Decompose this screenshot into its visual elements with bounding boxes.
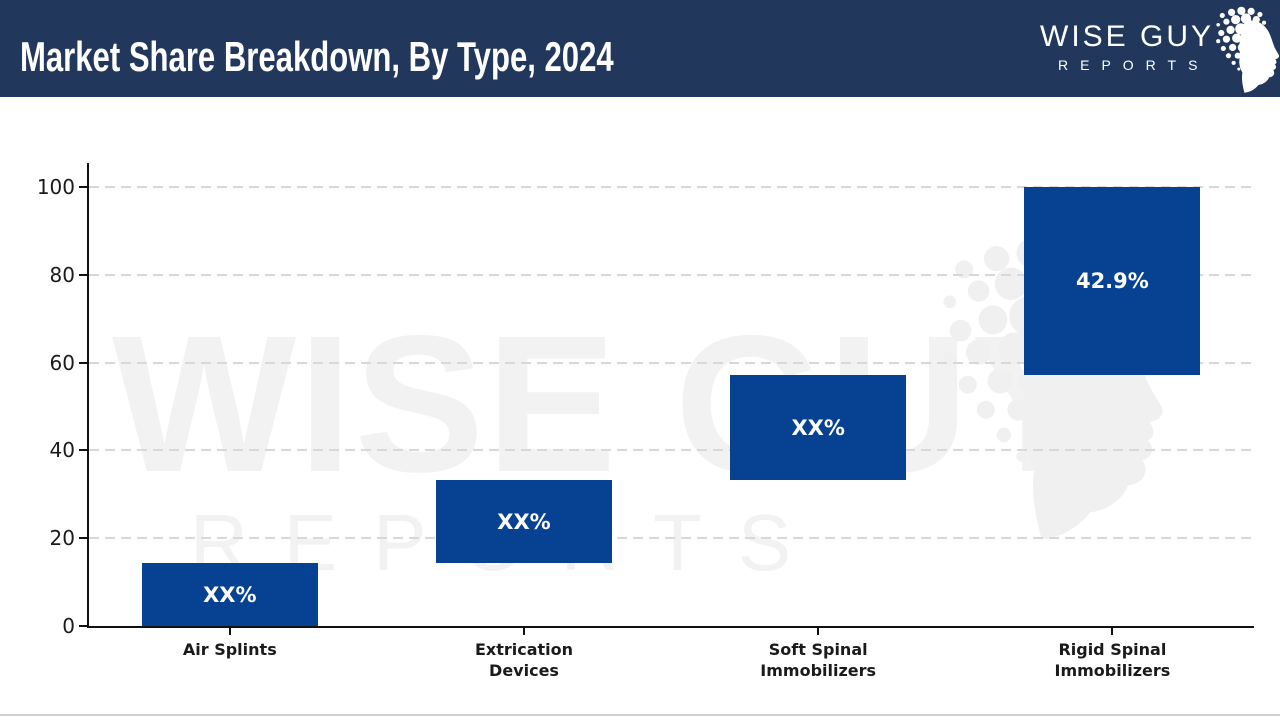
x-tick-mark bbox=[228, 628, 231, 635]
y-tick-label: 0 bbox=[62, 614, 75, 638]
y-tick-mark bbox=[79, 273, 87, 276]
x-tick-mark bbox=[523, 628, 525, 635]
y-tick-mark bbox=[79, 625, 87, 627]
bar-value-label: XX% bbox=[497, 509, 551, 534]
y-tick-label: 20 bbox=[49, 526, 75, 551]
x-category-label: Rigid Spinal Immobilizers bbox=[997, 639, 1227, 681]
grid-line-20 bbox=[89, 537, 1254, 540]
x-category-label-line: Immobilizers bbox=[760, 661, 877, 680]
bar-4: 42.9% bbox=[1024, 187, 1201, 376]
bar-2: XX% bbox=[436, 479, 612, 564]
wiseguy-logo: WISE GUY REPORTS bbox=[1040, 10, 1278, 92]
page-title: Market Share Breakdown, By Type, 2024 bbox=[20, 33, 614, 80]
x-axis-line bbox=[87, 626, 1254, 628]
x-category-label-line: Immobilizers bbox=[1054, 661, 1171, 680]
watermark-text: WISE GUY bbox=[112, 295, 1104, 513]
grid-line-100 bbox=[89, 186, 1254, 188]
bar-value-label: 42.9% bbox=[1075, 269, 1149, 294]
x-category-label-line: Soft Spinal bbox=[768, 640, 868, 659]
y-tick-mark bbox=[79, 449, 87, 452]
x-category-label: Soft Spinal Immobilizers bbox=[703, 639, 933, 681]
y-axis-line bbox=[87, 163, 89, 628]
bar-1: XX% bbox=[141, 563, 318, 626]
logo-brand-subtitle: REPORTS bbox=[1058, 57, 1210, 73]
x-category-label-line: Rigid Spinal bbox=[1058, 640, 1167, 659]
grid-line-80 bbox=[89, 273, 1254, 276]
bar-value-label: XX% bbox=[791, 415, 845, 440]
y-tick-mark bbox=[79, 537, 87, 540]
x-tick-mark bbox=[1111, 628, 1114, 635]
y-tick-label: 100 bbox=[36, 175, 75, 199]
x-tick-mark bbox=[817, 628, 820, 635]
bar-value-label: XX% bbox=[203, 582, 257, 607]
y-tick-label: 40 bbox=[49, 438, 75, 463]
x-category-label: Air Splints bbox=[115, 639, 345, 660]
x-category-label-line: Air Splints bbox=[182, 640, 277, 659]
y-tick-label: 80 bbox=[49, 262, 75, 287]
y-tick-mark bbox=[79, 361, 87, 364]
bottom-divider bbox=[0, 714, 1280, 716]
y-tick-mark bbox=[79, 186, 87, 188]
grid-line-40 bbox=[89, 449, 1254, 452]
y-tick-label: 60 bbox=[49, 350, 75, 375]
grid-line-60 bbox=[89, 361, 1254, 364]
x-category-label-line: Devices bbox=[489, 661, 559, 680]
x-category-label: Extrication Devices bbox=[409, 639, 639, 681]
header-banner: Market Share Breakdown, By Type, 2024 WI… bbox=[0, 0, 1280, 97]
x-category-label-line: Extrication bbox=[474, 640, 574, 659]
bar-3: XX% bbox=[730, 375, 907, 480]
logo-brand-name: WISE GUY bbox=[1040, 20, 1215, 53]
